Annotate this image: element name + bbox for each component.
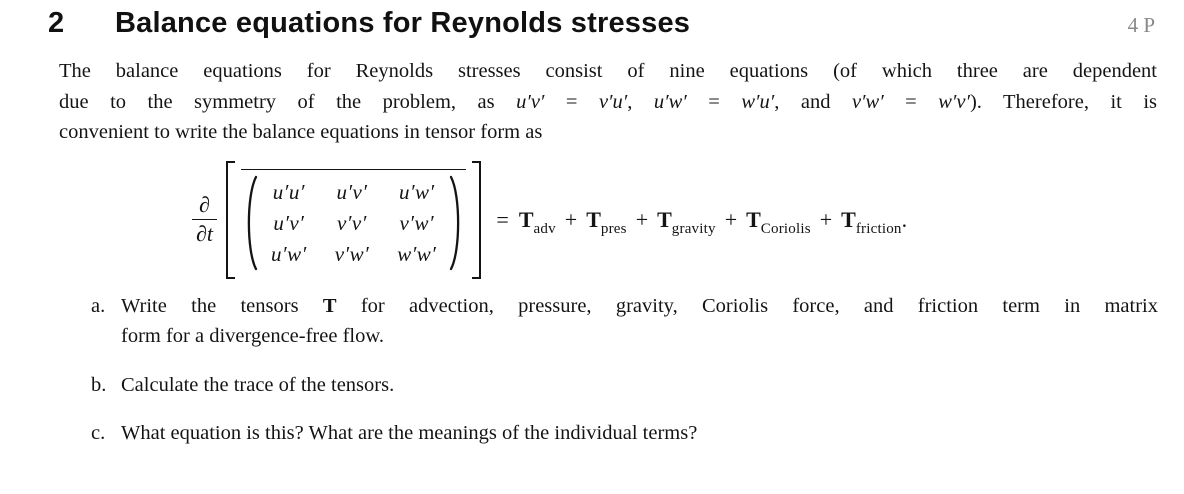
tensor-subscript: gravity (671, 221, 716, 237)
question-text: Calculate the trace of the tensors. (121, 374, 395, 396)
right-square-bracket (472, 161, 482, 279)
text-segment: = (883, 90, 939, 113)
question-label: b. (91, 374, 107, 396)
plus-sign: + (635, 207, 649, 232)
section-title: Balance equations for Reynolds stresses (115, 7, 691, 39)
section-number: 2 (48, 7, 65, 39)
question-a-line-1: Write the tensors T for advection, press… (121, 291, 1158, 321)
equation-rhs: Tadv + Tpres + Tgravity + TCoriolis + Tfriction. (518, 207, 908, 237)
math-term: u′w′ (653, 90, 687, 113)
matrix-cell: u′u′ (272, 180, 305, 204)
question-item-c: c. What equation is this? What are the m… (91, 418, 1158, 448)
question-text: What equation is this? What are the mean… (121, 422, 698, 444)
tensor-subscript: Coriolis (760, 221, 811, 237)
matrix-cell: u′v′ (273, 211, 305, 235)
matrix-cell: v′w′ (334, 242, 370, 266)
intro-line-3: convenient to write the balance equation… (59, 121, 543, 143)
tensor-term-adv: Tadv (518, 207, 556, 237)
tensor-term-friction: Tfriction (841, 207, 902, 237)
text-segment: ). Therefore, it is (969, 90, 1157, 113)
intro-line-1: The balance equations for Reynolds stres… (59, 60, 1157, 82)
text-segment: = (686, 90, 742, 113)
partial-t-symbol: ∂t (192, 219, 217, 247)
math-term: w′u′ (741, 90, 775, 113)
text-segment: , and (774, 90, 852, 113)
question-a-line-2: form for a divergence-free flow. (121, 325, 384, 347)
text-segment: for advection, pressure, gravity, Coriol… (336, 295, 1158, 317)
tensor-subscript: adv (533, 221, 556, 237)
matrix-cell: u′w′ (398, 180, 435, 204)
plus-sign: + (564, 207, 578, 232)
math-term: v′u′ (598, 90, 628, 113)
left-square-bracket (225, 161, 235, 279)
section-heading: 2 Balance equations for Reynolds stresse… (0, 7, 1184, 47)
tensor-subscript: pres (600, 221, 627, 237)
tensor-term-pres: Tpres (586, 207, 627, 237)
matrix-cell: v′v′ (337, 211, 367, 235)
text-segment: = (544, 90, 599, 113)
tensor-balance-equation: ∂ ∂t u′u′ u′v′ u′w′ u′v′ v′v′ v′w′ u′w′ … (192, 158, 907, 282)
text-segment: Write the tensors (121, 295, 323, 317)
time-derivative-fraction: ∂ ∂t (192, 193, 217, 247)
question-label: a. (91, 295, 106, 317)
reynolds-stress-overline-group: u′u′ u′v′ u′w′ u′v′ v′v′ v′w′ u′w′ v′w′ … (240, 169, 467, 271)
matrix-cell: u′w′ (270, 242, 307, 266)
plus-sign: + (724, 207, 738, 232)
matrix-cell: w′w′ (397, 242, 437, 266)
tensor-term-coriolis: TCoriolis (746, 207, 811, 237)
equals-sign: = (496, 207, 509, 232)
partial-symbol: ∂ (199, 192, 210, 217)
math-term: w′v′ (938, 90, 970, 113)
question-item-a: a. Write the tensors T for advection, pr… (91, 291, 1158, 351)
text-segment: , (627, 90, 654, 113)
right-paren (450, 175, 460, 271)
question-label: c. (91, 422, 106, 444)
intro-paragraph: The balance equations for Reynolds stres… (59, 56, 1157, 148)
points-badge: 4 P (1127, 13, 1155, 37)
tensor-subscript: friction (855, 221, 902, 237)
plus-sign: + (819, 207, 833, 232)
question-text: Write the tensors T for advection, press… (121, 291, 1158, 351)
reynolds-stress-matrix: u′u′ u′v′ u′w′ u′v′ v′v′ v′w′ u′w′ v′w′ … (259, 178, 448, 268)
question-item-b: b. Calculate the trace of the tensors. (91, 370, 1158, 400)
intro-line-2: due to the symmetry of the problem, as u… (59, 87, 1157, 118)
tensor-term-gravity: Tgravity (657, 207, 716, 237)
equation-period: . (901, 207, 908, 232)
math-term: u′v′ (516, 90, 545, 113)
tensor-symbol: T (322, 295, 337, 317)
matrix-cell: v′w′ (399, 211, 435, 235)
left-paren (247, 175, 258, 271)
matrix-cell: u′v′ (336, 180, 368, 204)
math-term: v′w′ (851, 90, 884, 113)
text-segment: due to the symmetry of the problem, as (59, 90, 517, 113)
